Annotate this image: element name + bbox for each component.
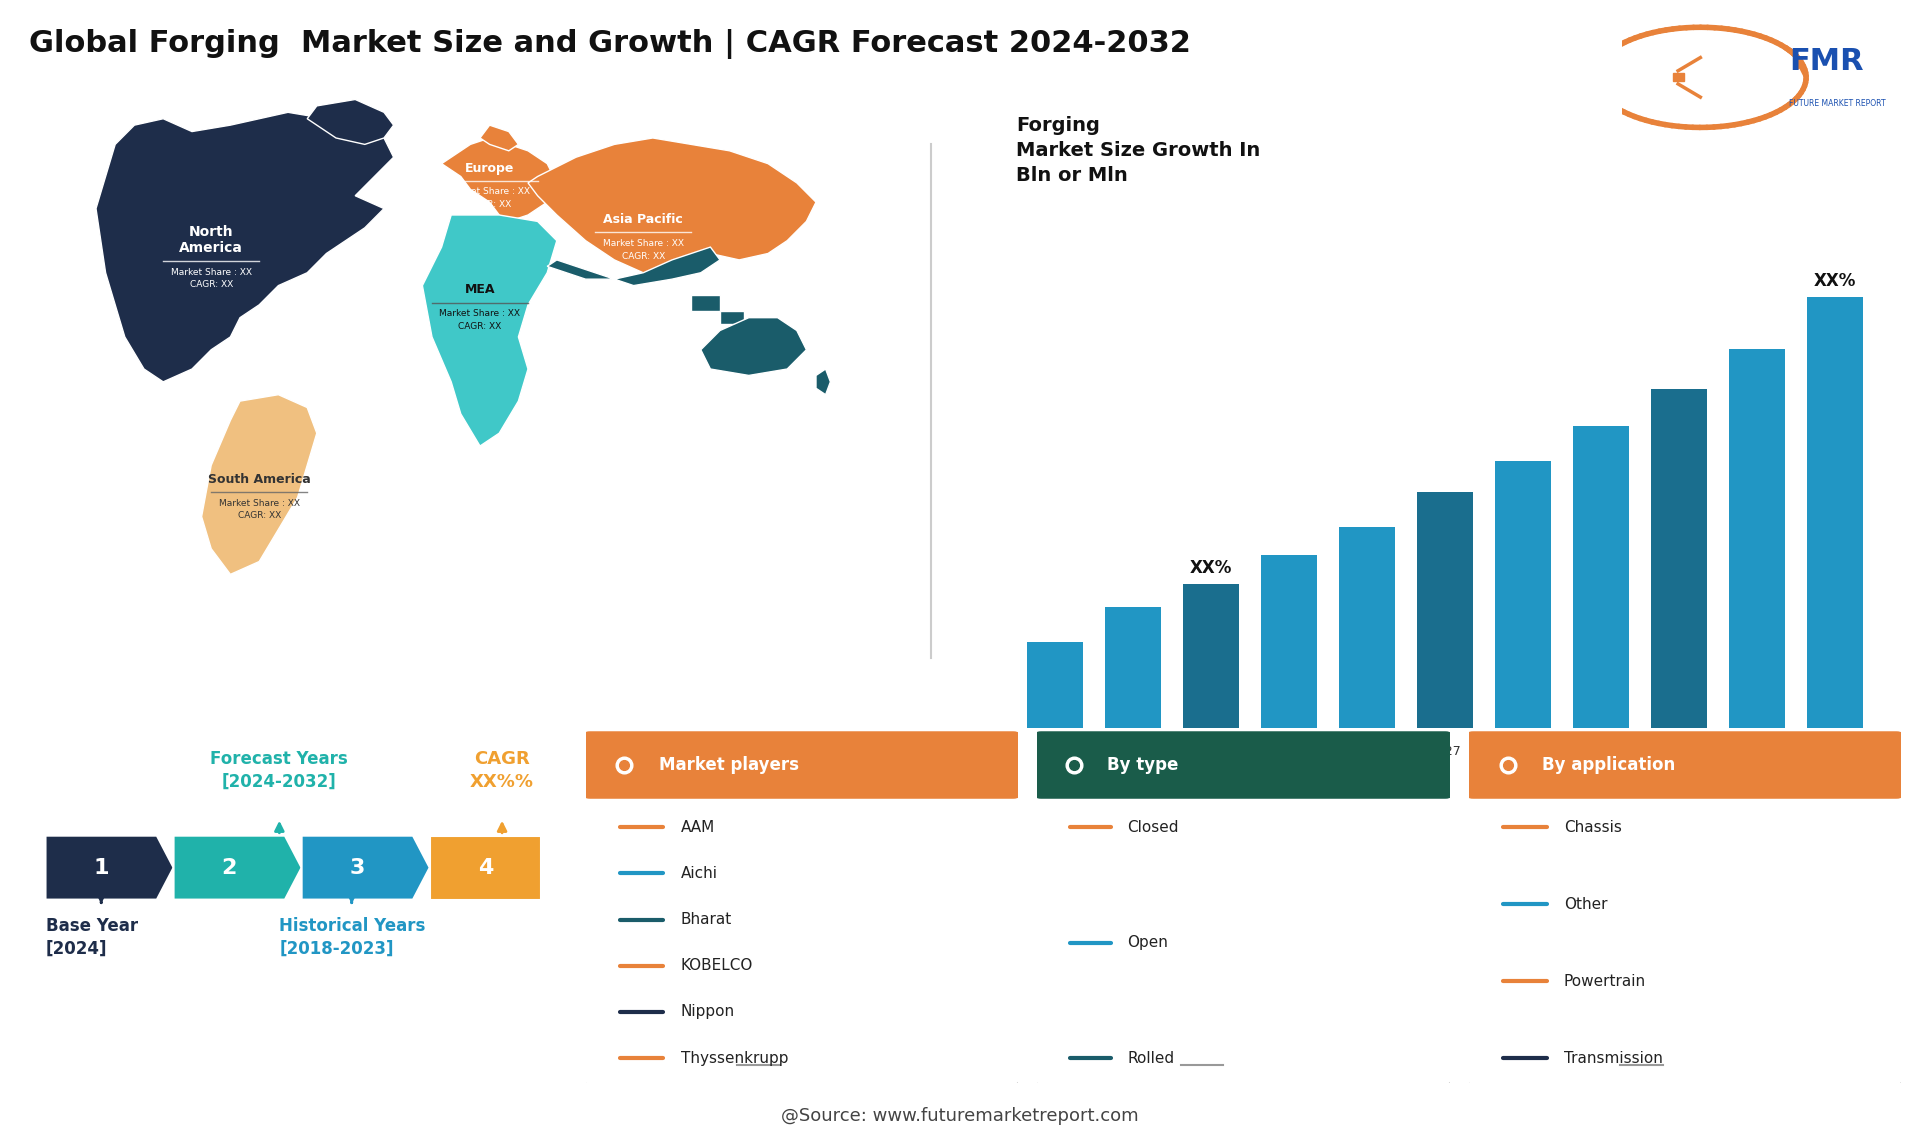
Text: Aichi: Aichi: [682, 866, 718, 881]
Text: CAGR: XX: CAGR: XX: [190, 281, 232, 290]
Text: Nippon: Nippon: [682, 1004, 735, 1020]
Text: Europe: Europe: [465, 162, 515, 174]
Text: Forging
Market Size Growth In
Bln or Mln: Forging Market Size Growth In Bln or Mln: [1016, 116, 1260, 185]
Polygon shape: [202, 394, 317, 574]
Text: XX%: XX%: [1814, 272, 1857, 290]
Text: Rolled: Rolled: [1127, 1051, 1175, 1066]
Text: 2025: 2025: [1273, 745, 1306, 758]
Text: CAGR: XX: CAGR: XX: [468, 201, 511, 210]
Text: AAM: AAM: [682, 819, 714, 834]
Text: Forecast Years
[2024-2032]: Forecast Years [2024-2032]: [211, 751, 348, 791]
Text: Transmission: Transmission: [1563, 1051, 1663, 1066]
FancyBboxPatch shape: [1035, 790, 1452, 1085]
Text: 2026: 2026: [1352, 745, 1382, 758]
Text: Chassis: Chassis: [1563, 819, 1622, 834]
Text: North
America: North America: [179, 225, 244, 254]
Bar: [1027, 642, 1083, 728]
Bar: [1338, 527, 1394, 728]
Polygon shape: [442, 138, 557, 221]
Text: FMR: FMR: [1789, 47, 1864, 76]
Polygon shape: [1672, 73, 1684, 81]
Text: 2: 2: [221, 857, 236, 878]
FancyBboxPatch shape: [584, 790, 1020, 1085]
Text: Market Share : XX: Market Share : XX: [219, 499, 300, 508]
Text: 2024: 2024: [1194, 745, 1227, 758]
Text: 2029: 2029: [1586, 745, 1617, 758]
Text: Base Year
[2024]: Base Year [2024]: [46, 917, 138, 958]
Text: Powertrain: Powertrain: [1563, 974, 1645, 989]
Text: CAGR: XX: CAGR: XX: [622, 252, 664, 260]
Polygon shape: [301, 835, 430, 900]
Text: CAGR
XX%%: CAGR XX%%: [470, 751, 534, 791]
Bar: [1572, 426, 1628, 728]
Polygon shape: [547, 248, 720, 285]
Text: MEA: MEA: [465, 283, 495, 297]
FancyBboxPatch shape: [582, 731, 1021, 799]
Text: 2031: 2031: [1741, 745, 1772, 758]
Text: 2023: 2023: [1117, 745, 1148, 758]
Text: Market Share : XX: Market Share : XX: [171, 268, 252, 276]
Bar: [1807, 297, 1862, 728]
Text: 2028: 2028: [1507, 745, 1538, 758]
Polygon shape: [480, 125, 518, 151]
Text: By type: By type: [1108, 756, 1179, 774]
Text: Bharat: Bharat: [682, 912, 732, 927]
Text: Global Forging  Market Size and Growth | CAGR Forecast 2024-2032: Global Forging Market Size and Growth | …: [29, 29, 1190, 58]
Text: Market Share : XX: Market Share : XX: [449, 188, 530, 196]
Polygon shape: [173, 835, 301, 900]
Polygon shape: [430, 835, 541, 900]
Polygon shape: [96, 112, 394, 382]
Text: 2032: 2032: [1818, 745, 1851, 758]
Text: 2027: 2027: [1428, 745, 1461, 758]
Text: Market Share : XX: Market Share : XX: [603, 238, 684, 248]
Text: CAGR: XX: CAGR: XX: [459, 322, 501, 331]
Polygon shape: [816, 369, 829, 394]
Text: 3: 3: [349, 857, 365, 878]
Text: By application: By application: [1542, 756, 1676, 774]
Text: 2030: 2030: [1663, 745, 1695, 758]
Text: Other: Other: [1563, 896, 1607, 912]
Text: KOBELCO: KOBELCO: [682, 958, 753, 973]
Bar: [1261, 556, 1317, 728]
Text: Asia Pacific: Asia Pacific: [603, 213, 684, 226]
Bar: [1417, 493, 1473, 728]
Bar: [1494, 461, 1551, 728]
Text: Historical Years
[2018-2023]: Historical Years [2018-2023]: [280, 917, 426, 958]
Text: Closed: Closed: [1127, 819, 1179, 834]
Polygon shape: [422, 215, 557, 446]
Text: 1: 1: [94, 857, 109, 878]
Polygon shape: [307, 100, 394, 144]
Text: Open: Open: [1127, 935, 1169, 950]
FancyBboxPatch shape: [1467, 790, 1903, 1085]
FancyBboxPatch shape: [1033, 731, 1453, 799]
Bar: [1728, 348, 1786, 728]
Text: 2022: 2022: [1039, 745, 1071, 758]
Polygon shape: [691, 296, 720, 312]
Text: Market players: Market players: [659, 756, 799, 774]
Text: CAGR: XX: CAGR: XX: [238, 511, 280, 520]
FancyBboxPatch shape: [1465, 731, 1905, 799]
Text: FUTURE MARKET REPORT: FUTURE MARKET REPORT: [1789, 100, 1885, 108]
Polygon shape: [701, 317, 806, 376]
Text: @Source: www.futuremarketreport.com: @Source: www.futuremarketreport.com: [781, 1107, 1139, 1125]
Bar: [1651, 388, 1707, 728]
Polygon shape: [720, 312, 745, 324]
Bar: [1104, 607, 1162, 728]
Polygon shape: [528, 138, 816, 273]
Text: XX%: XX%: [1190, 559, 1233, 576]
Bar: [1183, 584, 1238, 728]
Text: South America: South America: [207, 473, 311, 486]
Text: Thyssenkrupp: Thyssenkrupp: [682, 1051, 787, 1066]
Polygon shape: [46, 835, 173, 900]
Text: Market Share : XX: Market Share : XX: [440, 309, 520, 319]
Text: 4: 4: [478, 857, 493, 878]
